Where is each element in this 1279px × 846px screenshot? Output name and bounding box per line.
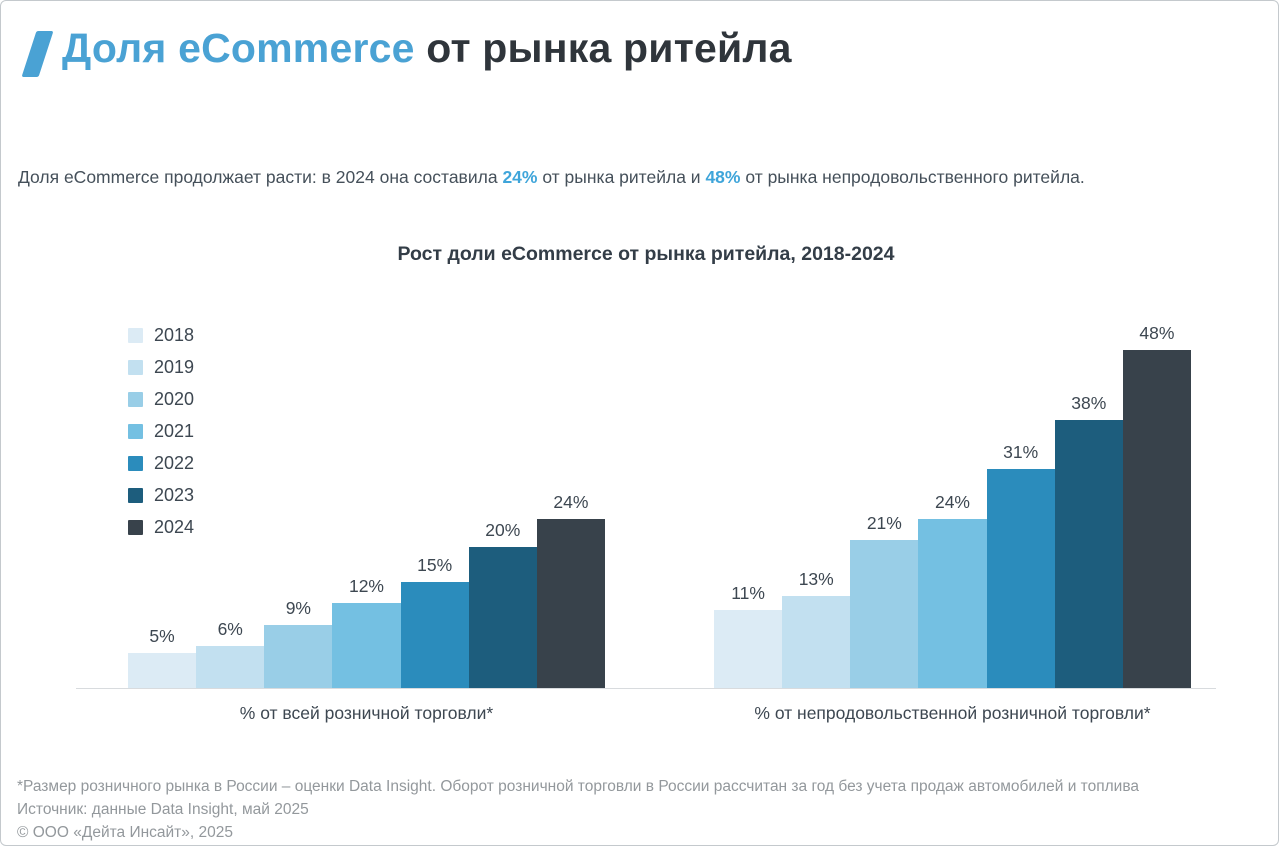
bar-cell: 21% bbox=[850, 513, 919, 688]
subtitle-text-2: от рынка ритейла и bbox=[537, 167, 706, 187]
bar bbox=[1122, 350, 1191, 688]
bar-value-label: 31% bbox=[1003, 442, 1039, 462]
footnote: *Размер розничного рынка в России – оцен… bbox=[17, 778, 1140, 795]
bar-cell: 20% bbox=[468, 520, 537, 688]
bar bbox=[468, 547, 537, 688]
bar-value-label: 13% bbox=[798, 569, 834, 589]
chart-plot: 2018 2019 2020 2021 2022 2023 2024 5% 6% 9% 12% 15… bbox=[76, 301, 1216, 689]
bar bbox=[782, 596, 851, 688]
bar-value-label: 5% bbox=[149, 626, 175, 646]
subtitle-value-1: 24% bbox=[502, 167, 538, 187]
chart-legend: 2018 2019 2020 2021 2022 2023 2024 bbox=[128, 325, 195, 537]
bar-cell: 24% bbox=[536, 492, 605, 688]
legend-item: 2024 bbox=[128, 517, 195, 537]
bar-cell: 11% bbox=[714, 583, 783, 688]
axis-label-left: % от всей розничной торговли* bbox=[239, 703, 494, 723]
bar-cell: 12% bbox=[332, 576, 401, 688]
legend-swatch bbox=[128, 392, 143, 407]
bar bbox=[850, 540, 919, 688]
bar bbox=[714, 610, 783, 688]
footer: *Размер розничного рынка в России – оцен… bbox=[17, 775, 1139, 844]
legend-swatch bbox=[128, 456, 143, 471]
bar-value-label: 20% bbox=[485, 520, 521, 540]
bar bbox=[332, 603, 401, 688]
legend-year: 2021 bbox=[154, 421, 195, 441]
bar-group: 11% 13% 21% 24% 31% 38% 48% bbox=[714, 323, 1191, 688]
copyright-line: © ООО «Дейта Инсайт», 2025 bbox=[17, 824, 233, 841]
subtitle-value-2: 48% bbox=[705, 167, 741, 187]
subtitle-text-3: от рынка непродовольственного ритейла. bbox=[740, 167, 1085, 187]
bar-cell: 5% bbox=[128, 626, 197, 688]
page-title: Доля eCommerce от рынка ритейла bbox=[62, 25, 792, 72]
bar-value-label: 24% bbox=[934, 492, 970, 512]
legend-item: 2019 bbox=[128, 357, 195, 377]
bar-value-label: 21% bbox=[866, 513, 902, 533]
subtitle-text-1: Доля eCommerce продолжает расти: в 2024 … bbox=[18, 167, 503, 187]
bar-value-label: 48% bbox=[1139, 323, 1175, 343]
slash-accent-icon bbox=[21, 31, 54, 77]
legend-year: 2020 bbox=[154, 389, 195, 409]
axis-label-right: % от непродовольственной розничной торго… bbox=[754, 703, 1151, 723]
bar bbox=[1054, 420, 1123, 688]
legend-year: 2022 bbox=[154, 453, 195, 473]
bar-cell: 15% bbox=[400, 555, 469, 688]
page-title-accent: Доля eCommerce bbox=[62, 25, 415, 71]
legend-item: 2021 bbox=[128, 421, 195, 441]
bar-value-label: 12% bbox=[348, 576, 384, 596]
subtitle: Доля eCommerce продолжает расти: в 2024 … bbox=[18, 167, 1085, 188]
legend-year: 2018 bbox=[154, 325, 195, 345]
legend-year: 2024 bbox=[154, 517, 195, 537]
bar-cell: 48% bbox=[1122, 323, 1191, 688]
bar-cell: 24% bbox=[918, 492, 987, 688]
bar-value-label: 24% bbox=[553, 492, 589, 512]
legend-swatch bbox=[128, 424, 143, 439]
bar-value-label: 38% bbox=[1071, 393, 1107, 413]
bar-value-label: 15% bbox=[417, 555, 453, 575]
bar-cell: 38% bbox=[1054, 393, 1123, 688]
bar-value-label: 9% bbox=[285, 598, 311, 618]
legend-swatch bbox=[128, 520, 143, 535]
axis-labels: % от всей розничной торговли* % от непро… bbox=[76, 703, 1216, 727]
legend-item: 2018 bbox=[128, 325, 195, 345]
bar-cell: 9% bbox=[264, 598, 333, 688]
bar-group: 5% 6% 9% 12% 15% 20% 24% bbox=[128, 492, 605, 688]
bar bbox=[196, 646, 265, 688]
legend-item: 2022 bbox=[128, 453, 195, 473]
bar bbox=[918, 519, 987, 688]
legend-year: 2023 bbox=[154, 485, 195, 505]
bar bbox=[128, 653, 197, 688]
bar-value-label: 11% bbox=[731, 583, 765, 603]
bar-cell: 6% bbox=[196, 619, 265, 688]
legend-item: 2023 bbox=[128, 485, 195, 505]
page-title-rest: от рынка ритейла bbox=[414, 25, 792, 71]
bar bbox=[986, 469, 1055, 688]
chart-title: Рост доли eCommerce от рынка ритейла, 20… bbox=[397, 243, 895, 265]
legend-swatch bbox=[128, 328, 143, 343]
source-line: Источник: данные Data Insight, май 2025 bbox=[17, 801, 309, 818]
bar bbox=[536, 519, 605, 688]
legend-swatch bbox=[128, 488, 143, 503]
bar-value-label: 6% bbox=[217, 619, 243, 639]
bar bbox=[400, 582, 469, 688]
bar bbox=[264, 625, 333, 688]
bar-cell: 13% bbox=[782, 569, 851, 688]
legend-item: 2020 bbox=[128, 389, 195, 409]
legend-swatch bbox=[128, 360, 143, 375]
bar-cell: 31% bbox=[986, 442, 1055, 688]
legend-year: 2019 bbox=[154, 357, 195, 377]
